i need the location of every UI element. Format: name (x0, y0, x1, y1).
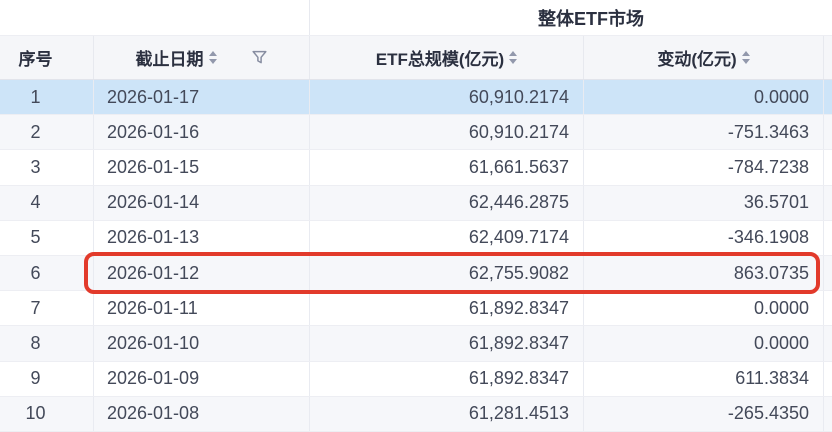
caret-up-icon (208, 51, 217, 56)
caret-up-icon (509, 51, 518, 56)
cell-index: 2 (0, 115, 94, 150)
col-header-change-label: 变动(亿元) (657, 50, 737, 69)
cell-change: 863.0735 (584, 255, 824, 291)
cell-overflow-stub (824, 186, 832, 220)
cell-overflow-stub (824, 291, 832, 325)
cell-date: 2026-01-16 (94, 115, 310, 150)
cell-total-scale: 60,910.2174 (310, 80, 584, 115)
cell-index: 6 (0, 255, 94, 291)
sort-carets-icon[interactable] (741, 51, 750, 64)
cell-overflow-stub (824, 115, 832, 149)
filter-funnel-icon[interactable] (251, 49, 268, 66)
cell-index: 10 (0, 396, 94, 431)
cell-change: -346.1908 (584, 220, 824, 255)
cell-index: 4 (0, 185, 94, 220)
cell-total-scale: 61,661.5637 (310, 150, 584, 185)
cell-change: -751.3463 (584, 115, 824, 150)
column-header-row: 序号 截止日期 ETF总规模(亿元) 变动(亿元) (0, 36, 832, 80)
table-row[interactable]: 5 2026-01-13 62,409.7174 -346.1908 (0, 220, 832, 256)
cell-date: 2026-01-09 (94, 361, 310, 396)
table-row[interactable]: 10 2026-01-08 61,281.4513 -265.4350 (0, 396, 832, 432)
table-row[interactable]: 9 2026-01-09 61,892.8347 611.3834 (0, 361, 832, 397)
caret-up-icon (741, 51, 750, 56)
cell-date: 2026-01-11 (94, 291, 310, 326)
cell-index: 8 (0, 326, 94, 361)
sort-carets-icon[interactable] (208, 51, 217, 64)
group-header-row: 整体ETF市场 (0, 0, 832, 36)
col-header-date-label: 截止日期 (135, 50, 204, 69)
cell-change: -784.7238 (584, 150, 824, 185)
cell-total-scale: 61,892.8347 (310, 291, 584, 326)
table-row[interactable]: 7 2026-01-11 61,892.8347 0.0000 (0, 291, 832, 327)
table-body: 1 2026-01-17 60,910.2174 0.0000 2 2026-0… (0, 80, 832, 432)
cell-index: 7 (0, 291, 94, 326)
cell-change: 611.3834 (584, 361, 824, 396)
cell-overflow-stub (824, 397, 832, 431)
cell-index: 1 (0, 80, 94, 115)
col-header-change[interactable]: 变动(亿元) (584, 36, 824, 79)
cell-overflow-stub (824, 80, 832, 114)
group-header-title-cell: 整体ETF市场 (310, 0, 832, 35)
cell-change: -265.4350 (584, 396, 824, 431)
cell-index: 5 (0, 220, 94, 255)
cell-overflow-stub (824, 256, 832, 290)
cell-change: 0.0000 (584, 291, 824, 326)
group-header-empty-cell (0, 0, 310, 35)
table-row-selected[interactable]: 1 2026-01-17 60,910.2174 0.0000 (0, 80, 832, 116)
cell-total-scale: 62,755.9082 (310, 255, 584, 291)
cell-overflow-stub (824, 150, 832, 184)
col-header-overflow-stub (824, 36, 832, 79)
caret-down-icon (741, 59, 750, 64)
group-title: 整体ETF市场 (538, 8, 644, 29)
cell-total-scale: 61,892.8347 (310, 326, 584, 361)
cell-date: 2026-01-17 (94, 80, 310, 115)
table-row[interactable]: 4 2026-01-14 62,446.2875 36.5701 (0, 185, 832, 221)
col-header-index: 序号 (0, 36, 94, 79)
table-row[interactable]: 3 2026-01-15 61,661.5637 -784.7238 (0, 150, 832, 186)
cell-overflow-stub (824, 221, 832, 255)
table-row[interactable]: 2 2026-01-16 60,910.2174 -751.3463 (0, 115, 832, 151)
col-header-total-scale-label: ETF总规模(亿元) (375, 50, 505, 69)
sort-carets-icon[interactable] (509, 51, 518, 64)
cell-overflow-stub (824, 362, 832, 396)
col-header-total-scale[interactable]: ETF总规模(亿元) (310, 36, 584, 79)
table-row[interactable]: 6 2026-01-12 62,755.9082 863.0735 (0, 251, 832, 295)
cell-date: 2026-01-14 (94, 185, 310, 220)
cell-date: 2026-01-08 (94, 396, 310, 431)
cell-date: 2026-01-10 (94, 326, 310, 361)
col-header-index-label: 序号 (18, 50, 53, 69)
cell-total-scale: 62,409.7174 (310, 220, 584, 255)
cell-change: 0.0000 (584, 80, 824, 115)
cell-change: 36.5701 (584, 185, 824, 220)
cell-total-scale: 62,446.2875 (310, 185, 584, 220)
caret-down-icon (509, 59, 518, 64)
caret-down-icon (208, 59, 217, 64)
cell-total-scale: 61,892.8347 (310, 361, 584, 396)
cell-total-scale: 61,281.4513 (310, 396, 584, 431)
col-header-date[interactable]: 截止日期 (94, 36, 310, 79)
cell-overflow-stub (824, 326, 832, 360)
cell-change: 0.0000 (584, 326, 824, 361)
cell-date: 2026-01-13 (94, 220, 310, 255)
cell-date: 2026-01-12 (94, 255, 310, 291)
cell-index: 3 (0, 150, 94, 185)
cell-index: 9 (0, 361, 94, 396)
table-row[interactable]: 8 2026-01-10 61,892.8347 0.0000 (0, 326, 832, 362)
cell-date: 2026-01-15 (94, 150, 310, 185)
cell-total-scale: 60,910.2174 (310, 115, 584, 150)
